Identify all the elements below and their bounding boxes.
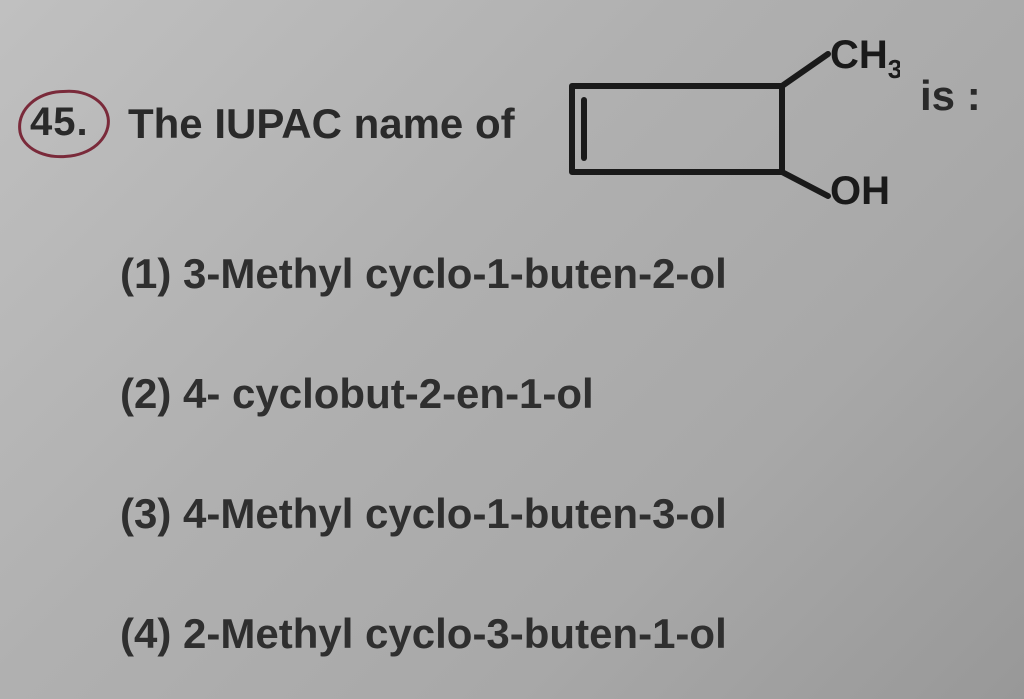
option-2: (2) 4- cyclobut-2-en-1-ol	[120, 370, 594, 418]
option-4-num: (4)	[120, 610, 171, 657]
option-1: (1) 3-Methyl cyclo-1-buten-2-ol	[120, 250, 727, 298]
option-1-num: (1)	[120, 250, 171, 297]
svg-text:OH: OH	[830, 169, 890, 213]
question-number: 45.	[30, 100, 89, 145]
option-3: (3) 4-Methyl cyclo-1-buten-3-ol	[120, 490, 727, 538]
svg-text:CH3: CH3	[830, 33, 900, 84]
question-stem-left: The IUPAC name of	[128, 100, 515, 148]
option-3-num: (3)	[120, 490, 171, 537]
option-4-text: 2-Methyl cyclo-3-buten-1-ol	[183, 610, 727, 657]
option-4: (4) 2-Methyl cyclo-3-buten-1-ol	[120, 610, 727, 658]
chemical-structure: CH3OH	[560, 30, 900, 200]
option-2-num: (2)	[120, 370, 171, 417]
question-number-wrap: 45.	[22, 98, 100, 152]
page: 45. The IUPAC name of CH3 OH is : (1) 3-M…	[0, 0, 1024, 699]
option-2-text: 4- cyclobut-2-en-1-ol	[183, 370, 594, 417]
question-stem-right: is :	[920, 72, 981, 120]
option-1-text: 3-Methyl cyclo-1-buten-2-ol	[183, 250, 727, 297]
option-3-text: 4-Methyl cyclo-1-buten-3-ol	[183, 490, 727, 537]
structure-svg: CH3 OH	[560, 30, 900, 220]
